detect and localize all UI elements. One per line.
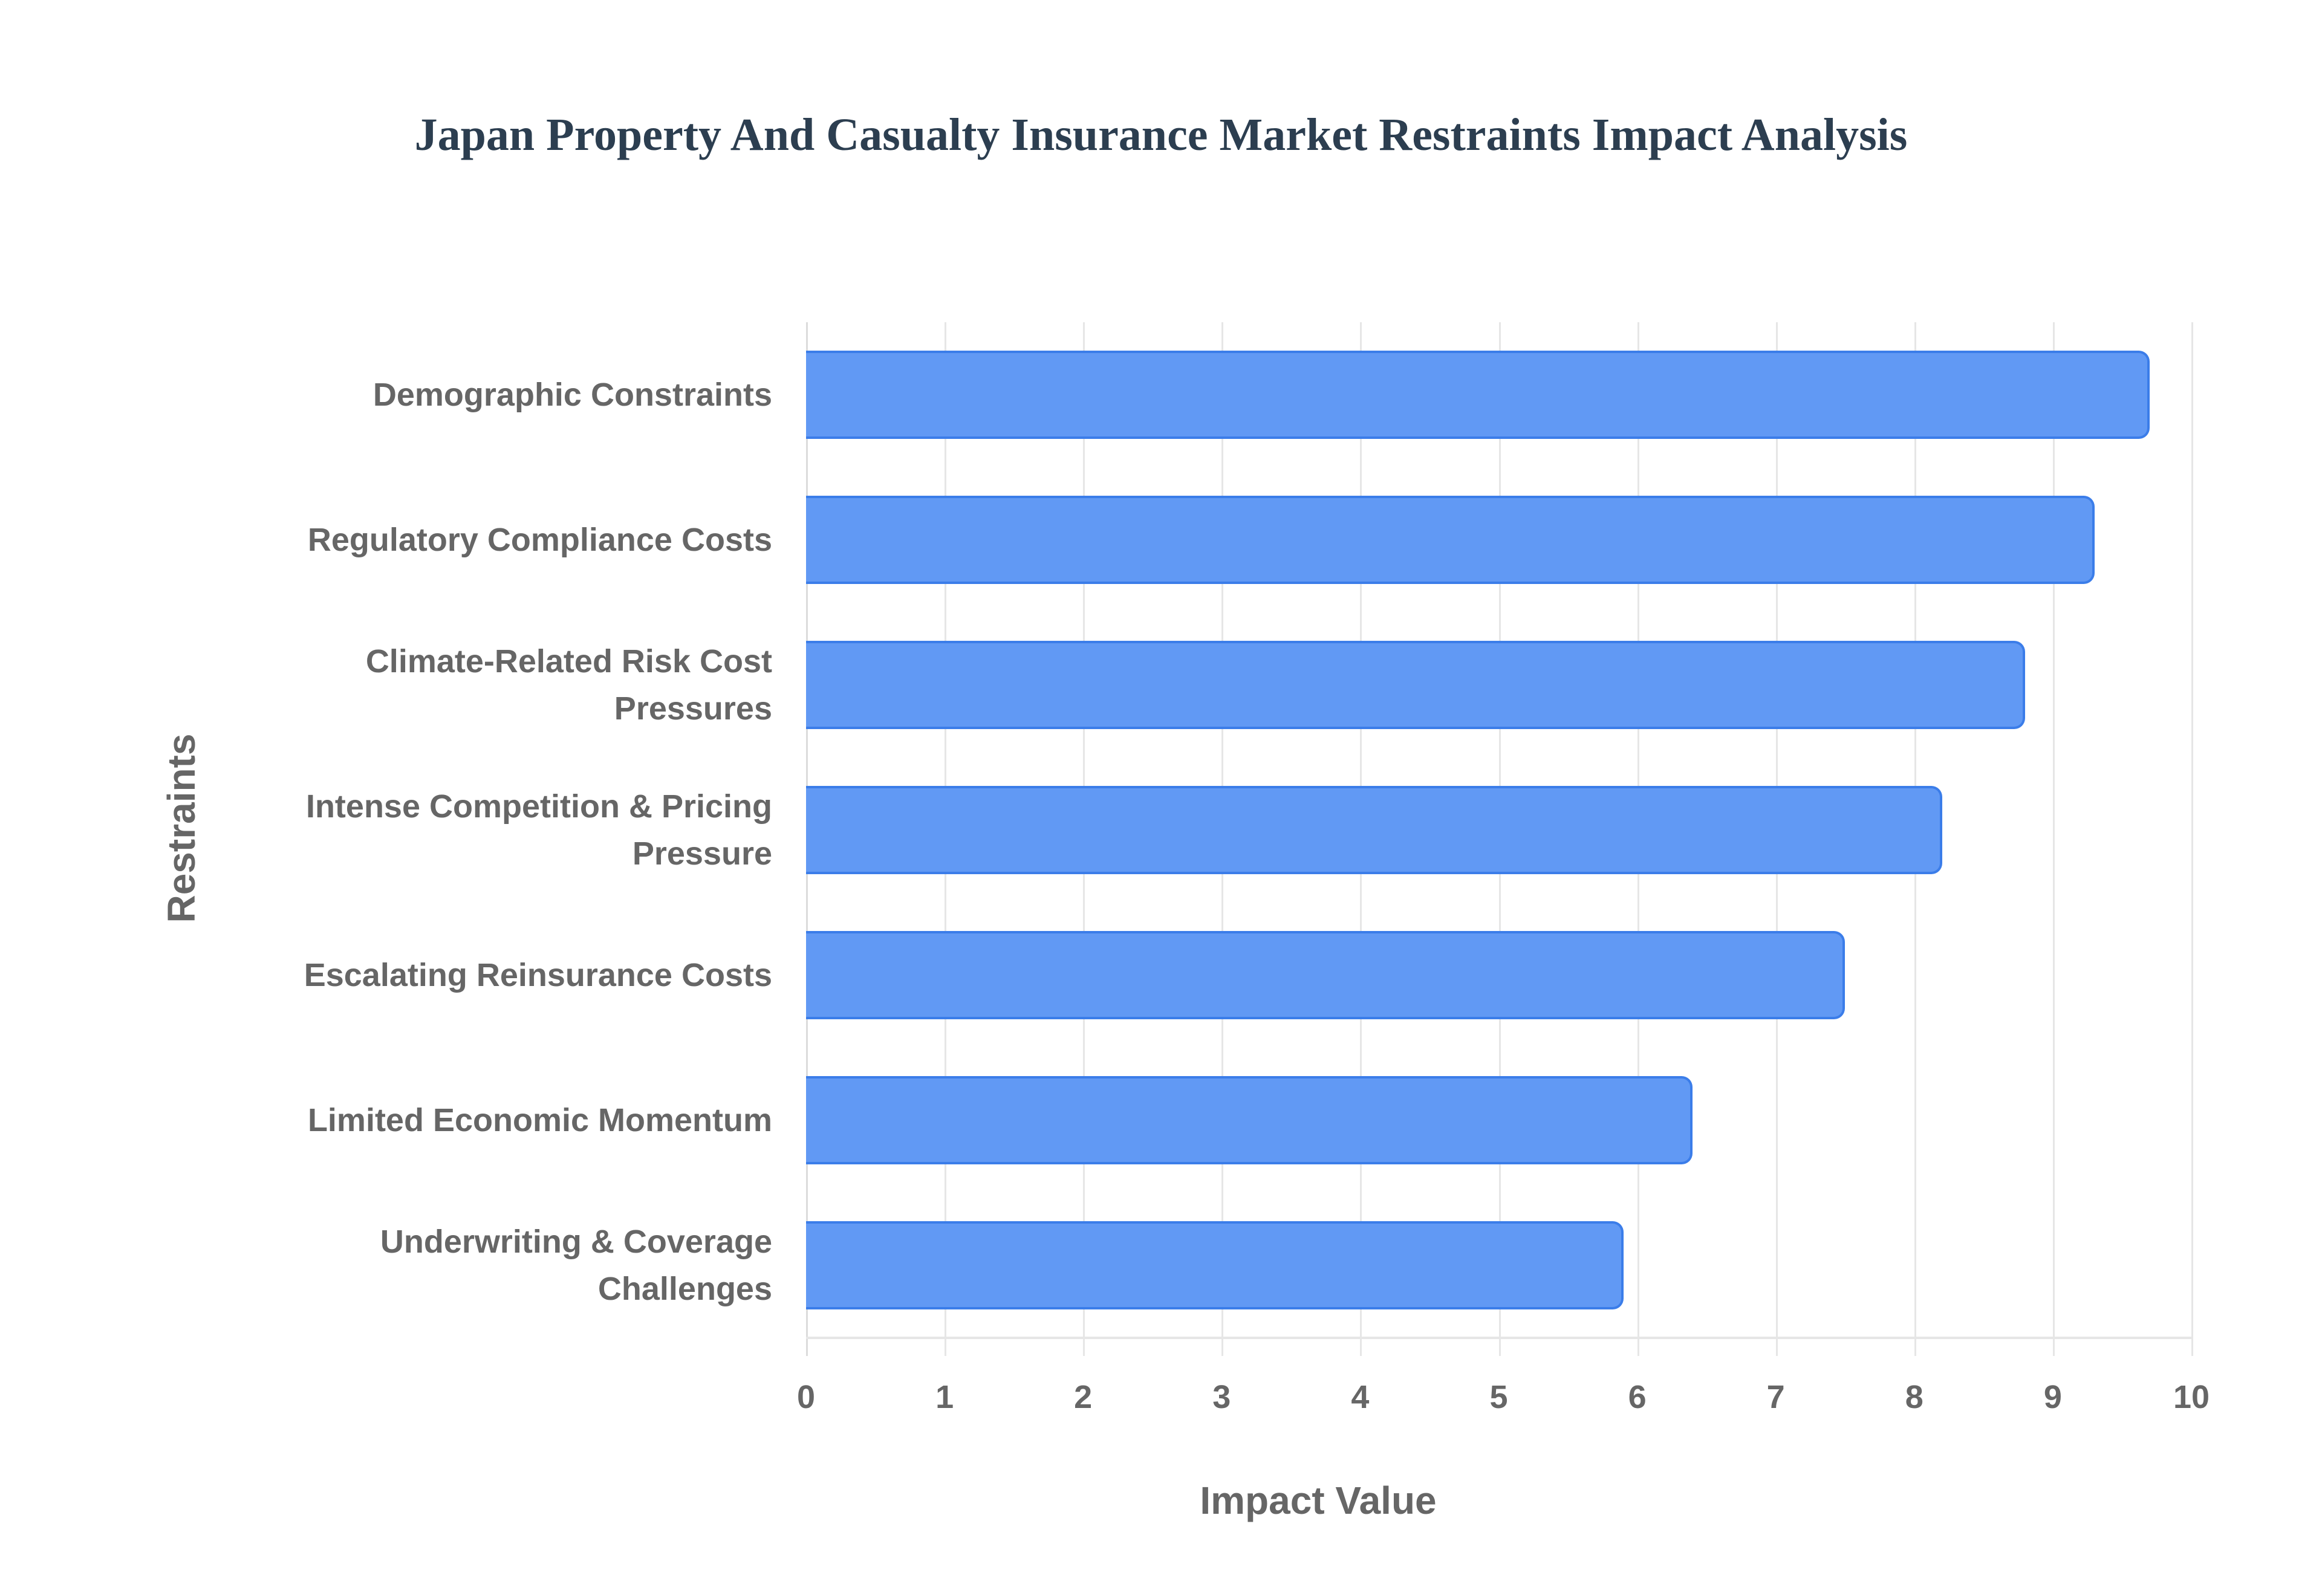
- y-category-label: Limited Economic Momentum: [307, 1102, 772, 1138]
- bar[interactable]: [806, 351, 2150, 439]
- x-tick-label: 5: [1489, 1379, 1508, 1415]
- chart-title: Japan Property And Casualty Insurance Ma…: [414, 109, 1908, 160]
- y-category-label: Underwriting & Coverage Challenges: [380, 1224, 772, 1307]
- plot-area: [806, 322, 2193, 1356]
- x-tick-label: 7: [1766, 1379, 1785, 1415]
- y-category-label: Escalating Reinsurance Costs: [304, 957, 772, 993]
- bar[interactable]: [806, 1221, 1624, 1309]
- x-axis-title: Impact Value: [1200, 1479, 1437, 1522]
- bar[interactable]: [806, 931, 1846, 1019]
- bar[interactable]: [806, 1076, 1693, 1164]
- y-category-label: Regulatory Compliance Costs: [307, 522, 772, 558]
- gridline: [2052, 322, 2055, 1356]
- bar[interactable]: [806, 786, 1942, 874]
- x-tick-label: 3: [1212, 1379, 1231, 1415]
- y-category-label: Climate-Related Risk Cost Pressures: [365, 643, 772, 727]
- y-category-label: Demographic Constraints: [372, 377, 772, 413]
- x-tick-label: 9: [2043, 1379, 2062, 1415]
- x-tick-label: 4: [1351, 1379, 1370, 1415]
- x-tick-label: 0: [796, 1379, 816, 1415]
- x-tick-label: 8: [1905, 1379, 1924, 1415]
- gridline: [2191, 322, 2193, 1356]
- x-tick-label: 10: [2173, 1379, 2210, 1415]
- y-category-label: Intense Competition & Pricing Pressure: [305, 788, 772, 872]
- x-tick-label: 6: [1628, 1379, 1647, 1415]
- bar[interactable]: [806, 496, 2095, 584]
- bar[interactable]: [806, 641, 2026, 729]
- x-tick-label: 1: [935, 1379, 954, 1415]
- x-tick-label: 2: [1074, 1379, 1093, 1415]
